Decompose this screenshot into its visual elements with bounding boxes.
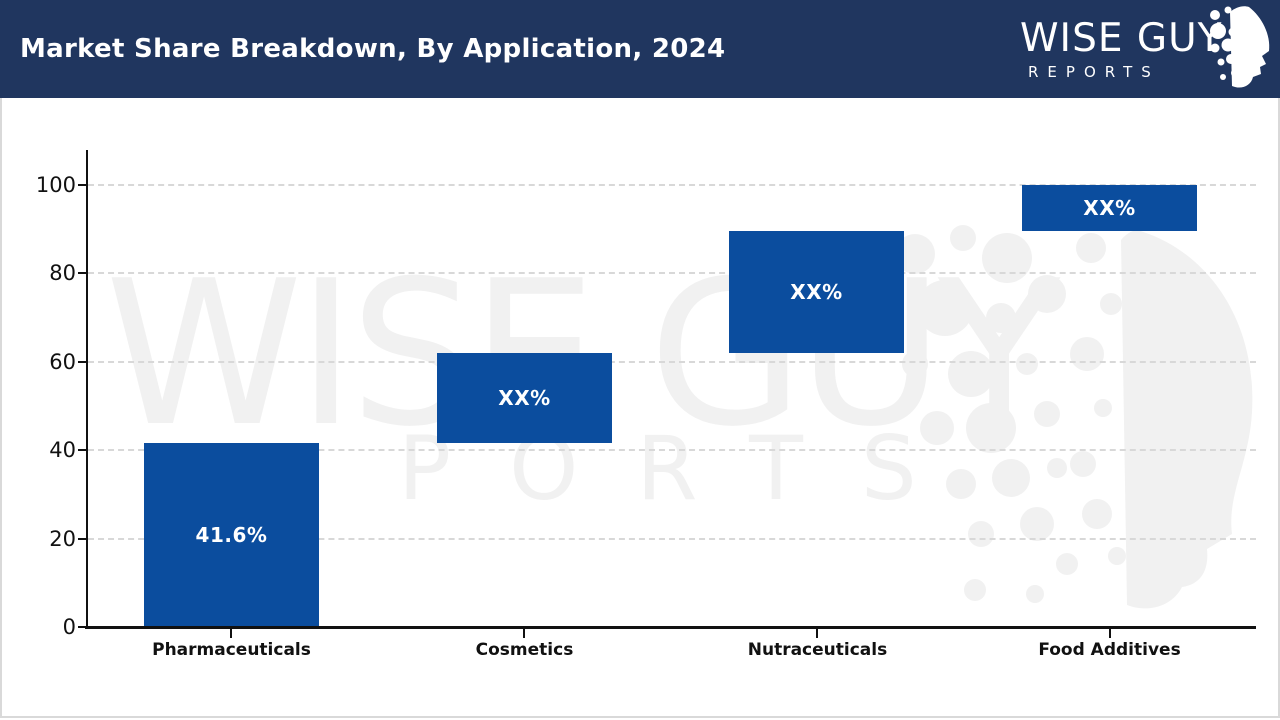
- gridline: [88, 361, 1256, 363]
- y-axis-tick: [78, 184, 87, 186]
- y-axis-tick: [78, 626, 87, 628]
- bar-segment: XX%: [1022, 185, 1197, 231]
- bar-segment: XX%: [729, 231, 904, 353]
- x-axis-tick: [230, 629, 232, 638]
- x-axis-spine: [85, 626, 1256, 629]
- y-axis-tick-label: 60: [49, 350, 76, 374]
- gridline: [88, 538, 1256, 540]
- logo-subtext: REPORTS: [1028, 63, 1160, 81]
- x-axis-tick: [1109, 629, 1111, 638]
- y-axis-tick-label: 40: [49, 438, 76, 462]
- logo-wordmark: WISE GUY: [1020, 16, 1222, 61]
- bar-value-label: XX%: [1083, 196, 1136, 220]
- gridline: [88, 184, 1256, 186]
- y-axis-spine: [86, 150, 88, 628]
- watermark-face-icon: [895, 225, 1253, 609]
- bar-segment: 41.6%: [144, 443, 319, 627]
- x-axis-tick: [523, 629, 525, 638]
- y-axis-tick-label: 0: [62, 615, 76, 639]
- y-axis-tick: [78, 449, 87, 451]
- y-axis-tick: [78, 538, 87, 540]
- bar-value-label: 41.6%: [195, 523, 268, 547]
- y-axis-tick: [78, 361, 87, 363]
- logo-face-dots-icon: [1210, 6, 1270, 88]
- logo-head-profile-icon: [1230, 6, 1270, 88]
- header-band: Market Share Breakdown, By Application, …: [0, 0, 1280, 98]
- bar-value-label: XX%: [790, 280, 843, 304]
- y-axis-tick-label: 20: [49, 527, 76, 551]
- y-axis-tick-label: 100: [35, 173, 76, 197]
- page-title: Market Share Breakdown, By Application, …: [20, 34, 726, 64]
- x-axis-tick: [816, 629, 818, 638]
- gridline: [88, 272, 1256, 274]
- bar-segment: XX%: [437, 353, 612, 443]
- wiseguy-logo-graphic: WISE GUY REPORTS: [1020, 6, 1270, 88]
- x-axis-category-label: Food Additives: [1038, 640, 1181, 660]
- x-axis-category-label: Pharmaceuticals: [152, 640, 311, 660]
- x-axis-category-label: Nutraceuticals: [747, 640, 888, 660]
- y-axis-tick: [78, 272, 87, 274]
- y-axis-tick-label: 80: [49, 261, 76, 285]
- gridline: [88, 449, 1256, 451]
- x-axis-category-label: Cosmetics: [475, 640, 574, 660]
- wiseguy-logo: WISE GUY REPORTS: [1016, 1, 1274, 97]
- bar-value-label: XX%: [498, 386, 551, 410]
